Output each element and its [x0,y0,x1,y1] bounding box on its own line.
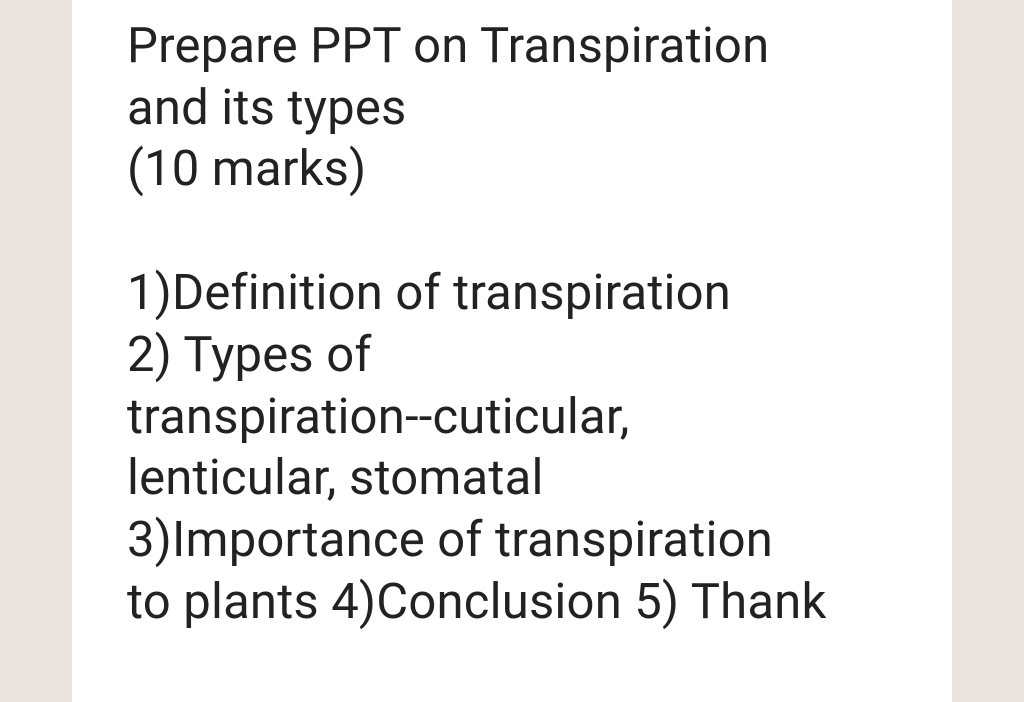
list-line-4: lenticular, stomatal [127,447,897,509]
list-line-3: transpiration--cuticular, [127,386,897,448]
list-line-2: 2) Types of [127,324,897,386]
document-card: Prepare PPT on Transpiration and its typ… [72,0,952,702]
document-content: Prepare PPT on Transpiration and its typ… [127,15,897,633]
list-line-1: 1)Definition of transpiration [127,262,897,324]
heading-line-3: (10 marks) [127,138,897,200]
heading-block: Prepare PPT on Transpiration and its typ… [127,15,897,200]
heading-line-2: and its types [127,77,897,139]
list-line-5: 3)Importance of transpiration [127,509,897,571]
heading-line-1: Prepare PPT on Transpiration [127,15,897,77]
list-block: 1)Definition of transpiration 2) Types o… [127,262,897,632]
list-line-6: to plants 4)Conclusion 5) Thank [127,571,897,633]
